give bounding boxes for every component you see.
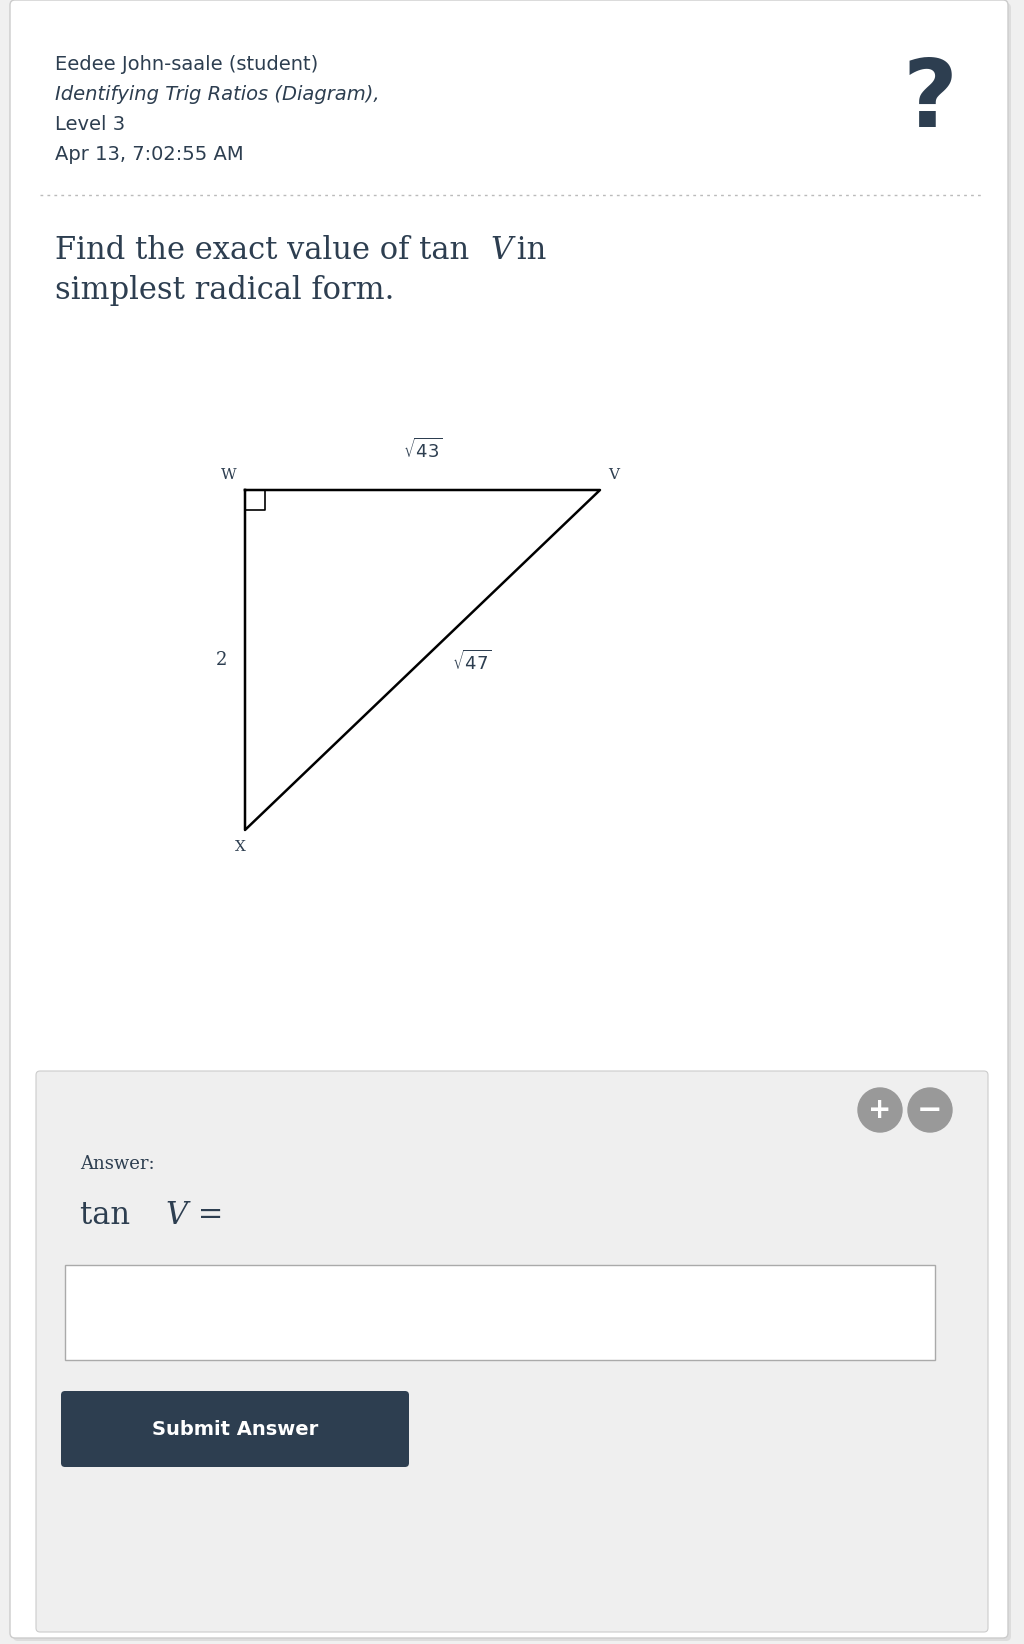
FancyBboxPatch shape — [13, 3, 1011, 1641]
Text: =: = — [188, 1200, 223, 1231]
Text: Answer:: Answer: — [80, 1156, 155, 1174]
Text: Apr 13, 7:02:55 AM: Apr 13, 7:02:55 AM — [55, 145, 244, 164]
Circle shape — [858, 1088, 902, 1133]
Text: ?: ? — [902, 54, 957, 146]
Text: Identifying Trig Ratios (Diagram),: Identifying Trig Ratios (Diagram), — [55, 85, 380, 104]
Text: in: in — [507, 235, 547, 266]
Text: simplest radical form.: simplest radical form. — [55, 275, 394, 306]
FancyBboxPatch shape — [65, 1264, 935, 1360]
Text: Level 3: Level 3 — [55, 115, 125, 135]
Text: 2: 2 — [216, 651, 227, 669]
Text: X: X — [234, 840, 246, 853]
Text: $\sqrt{43}$: $\sqrt{43}$ — [402, 437, 442, 462]
Text: V: V — [608, 469, 618, 482]
FancyBboxPatch shape — [10, 0, 1008, 1637]
Text: −: − — [918, 1095, 943, 1124]
Text: +: + — [868, 1097, 892, 1124]
FancyBboxPatch shape — [36, 1070, 988, 1632]
Text: V: V — [165, 1200, 187, 1231]
Text: Submit Answer: Submit Answer — [152, 1419, 318, 1438]
Text: V: V — [490, 235, 512, 266]
FancyBboxPatch shape — [61, 1391, 409, 1466]
Text: Find the exact value of tan: Find the exact value of tan — [55, 235, 479, 266]
Text: Eedee John-saale (student): Eedee John-saale (student) — [55, 54, 318, 74]
Circle shape — [908, 1088, 952, 1133]
Text: W: W — [221, 469, 237, 482]
Text: tan: tan — [80, 1200, 140, 1231]
Text: $\sqrt{47}$: $\sqrt{47}$ — [453, 649, 493, 674]
